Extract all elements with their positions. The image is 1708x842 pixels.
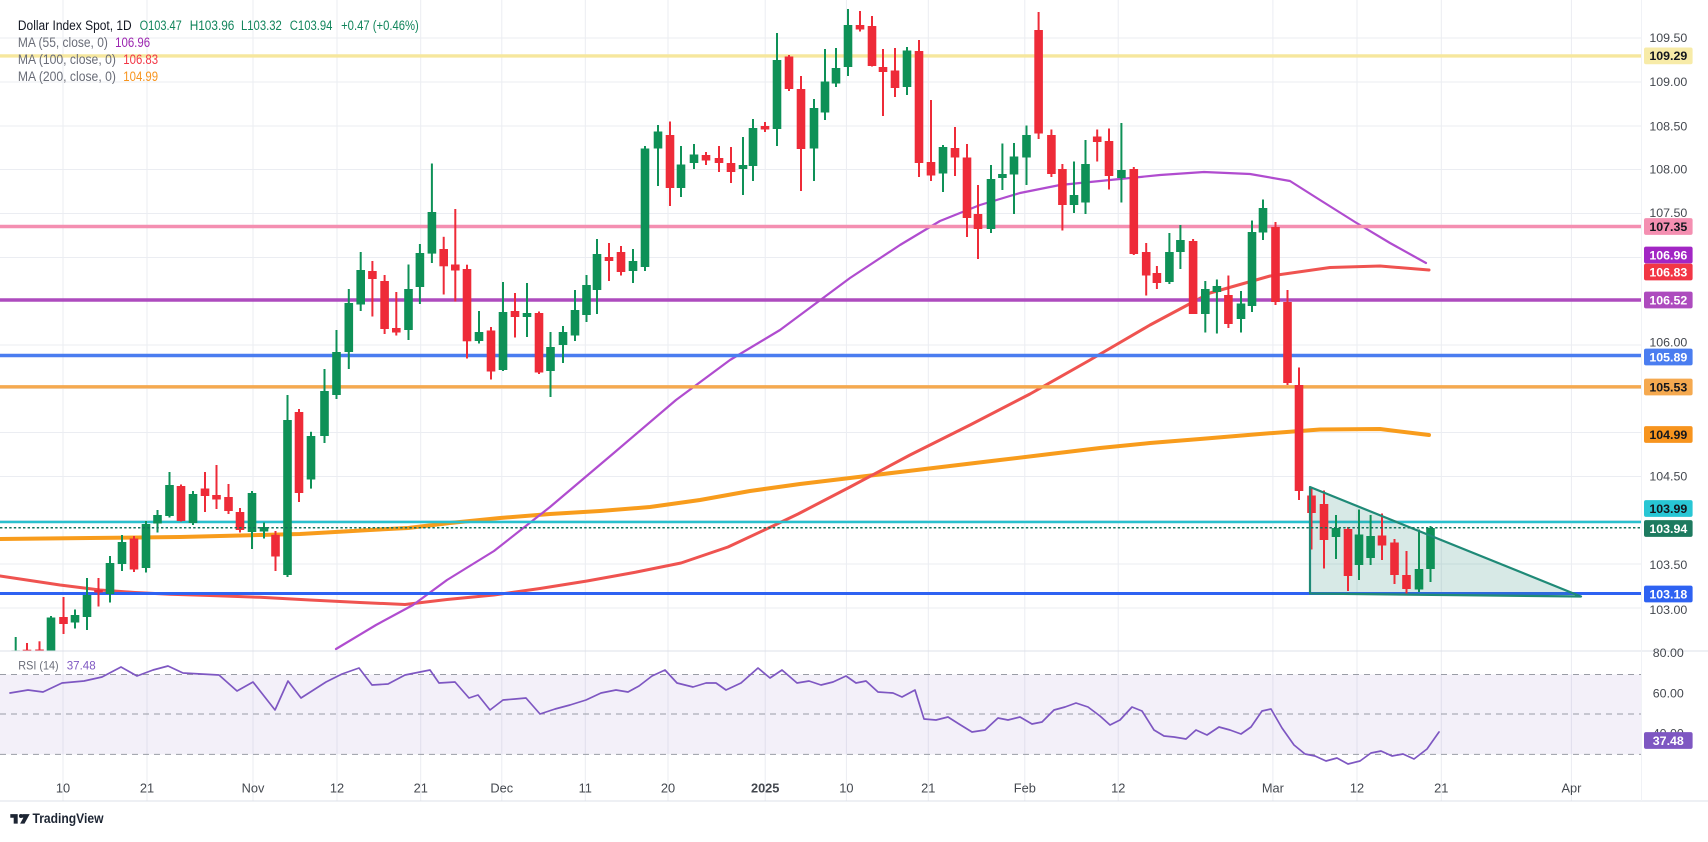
- svg-text:RSI (14): RSI (14): [18, 660, 58, 673]
- svg-text:106.96: 106.96: [115, 35, 150, 50]
- svg-text:Apr: Apr: [1561, 781, 1582, 796]
- svg-text:107.50: 107.50: [1649, 206, 1687, 220]
- svg-text:12: 12: [1350, 781, 1364, 796]
- svg-text:L103.32: L103.32: [241, 18, 282, 33]
- svg-text:2025: 2025: [751, 781, 779, 796]
- svg-text:108.00: 108.00: [1649, 162, 1687, 176]
- svg-text:Nov: Nov: [242, 781, 265, 796]
- svg-text:106.83: 106.83: [123, 52, 158, 67]
- svg-text:103.50: 103.50: [1649, 558, 1687, 572]
- svg-text:H103.96: H103.96: [190, 18, 235, 33]
- svg-text:21: 21: [140, 781, 154, 796]
- svg-text:21: 21: [921, 781, 935, 796]
- svg-text:109.00: 109.00: [1649, 75, 1687, 89]
- svg-text:Dec: Dec: [490, 781, 513, 796]
- svg-text:TradingView: TradingView: [33, 811, 104, 826]
- svg-text:106.83: 106.83: [1649, 265, 1687, 279]
- svg-text:105.89: 105.89: [1649, 350, 1687, 364]
- svg-text:104.99: 104.99: [123, 69, 158, 84]
- svg-text:MA (100, close, 0): MA (100, close, 0): [18, 52, 116, 67]
- svg-text:MA (200, close, 0): MA (200, close, 0): [18, 69, 116, 84]
- svg-text:106.52: 106.52: [1649, 293, 1687, 307]
- svg-text:10: 10: [56, 781, 70, 796]
- svg-text:104.50: 104.50: [1649, 469, 1687, 483]
- svg-text:10: 10: [839, 781, 853, 796]
- svg-text:109.50: 109.50: [1649, 31, 1687, 45]
- svg-text:20: 20: [661, 781, 675, 796]
- svg-text:109.29: 109.29: [1649, 49, 1687, 63]
- svg-text:C103.94: C103.94: [290, 18, 333, 33]
- svg-text:103.18: 103.18: [1649, 587, 1687, 601]
- svg-text:MA (55, close, 0): MA (55, close, 0): [18, 35, 108, 50]
- svg-text:12: 12: [1111, 781, 1125, 796]
- svg-text:37.48: 37.48: [67, 660, 96, 673]
- svg-text:103.00: 103.00: [1649, 603, 1687, 617]
- svg-text:12: 12: [330, 781, 344, 796]
- svg-text:106.96: 106.96: [1649, 248, 1687, 262]
- svg-text:11: 11: [579, 781, 592, 796]
- svg-text:60.00: 60.00: [1653, 686, 1684, 700]
- svg-text:106.00: 106.00: [1649, 335, 1687, 349]
- svg-text:O103.47: O103.47: [140, 18, 182, 33]
- svg-text:107.35: 107.35: [1649, 220, 1687, 234]
- svg-text:105.53: 105.53: [1649, 380, 1687, 394]
- svg-text:103.99: 103.99: [1649, 502, 1687, 516]
- svg-text:80.00: 80.00: [1653, 646, 1684, 660]
- svg-text:21: 21: [414, 781, 428, 796]
- svg-text:108.50: 108.50: [1649, 119, 1687, 133]
- svg-text:103.94: 103.94: [1649, 522, 1687, 536]
- svg-text:21: 21: [1434, 781, 1448, 796]
- svg-text:Mar: Mar: [1262, 781, 1285, 796]
- svg-text:Dollar Index Spot, 1D: Dollar Index Spot, 1D: [18, 18, 132, 33]
- svg-text:Feb: Feb: [1014, 781, 1036, 796]
- svg-text:104.99: 104.99: [1649, 428, 1687, 442]
- svg-text:+0.47 (+0.46%): +0.47 (+0.46%): [341, 18, 419, 33]
- svg-text:37.48: 37.48: [1653, 734, 1684, 748]
